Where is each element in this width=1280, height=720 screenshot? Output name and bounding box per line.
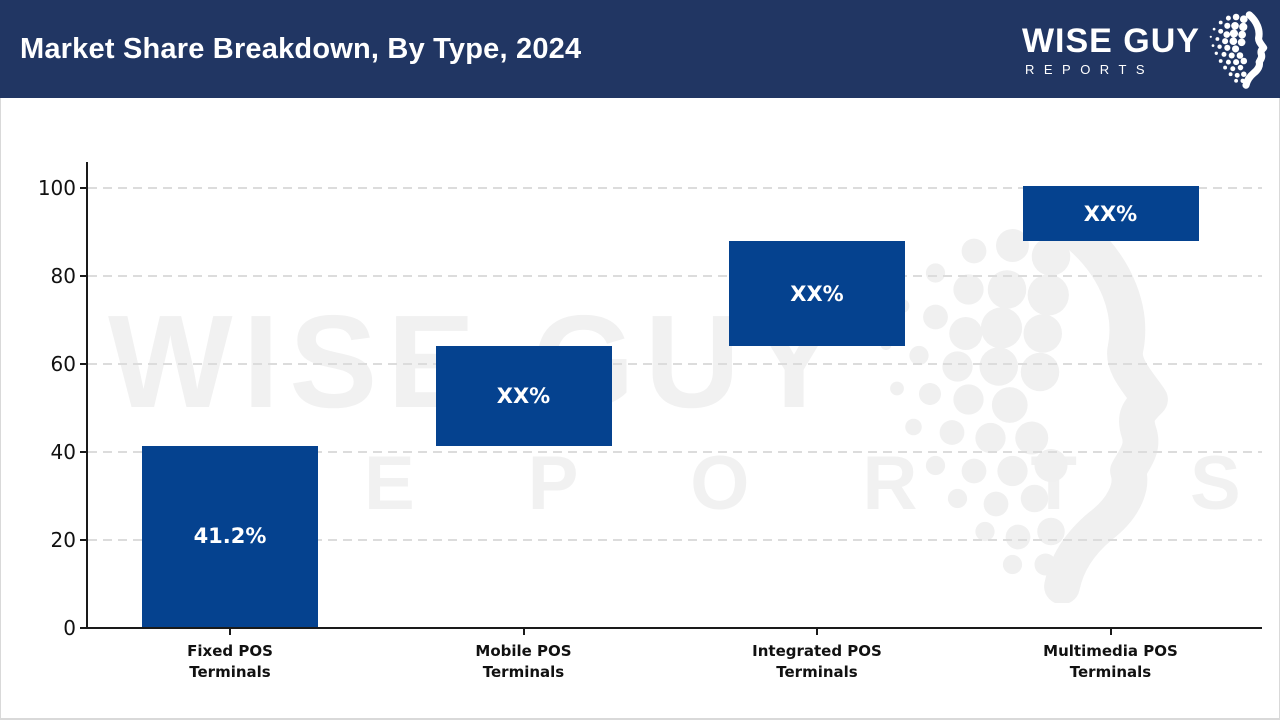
logo-subtitle: REPORTS [1024,61,1155,77]
y-tick-label-80: 80 [50,264,76,288]
gridline-80 [88,275,1262,277]
wise-guy-logo: WISE GUY REPORTS [1022,6,1268,94]
y-tick-100 [80,187,88,189]
bar-4: XX% [1022,186,1199,242]
y-tick-60 [80,363,88,365]
x-axis-label-4: Multimedia POS Terminals [1043,642,1178,681]
y-tick-label-40: 40 [50,440,76,464]
x-axis-line [86,627,1262,629]
gridline-100 [88,187,1262,189]
bar-value-label: XX% [1083,201,1138,226]
x-axis-label-1: Fixed POS Terminals [187,642,273,681]
logo-text: WISE GUY REPORTS [1022,24,1200,77]
gridline-60 [88,363,1262,365]
x-tick-2 [522,627,525,635]
y-tick-80 [80,275,88,277]
y-tick-label-100: 100 [37,176,76,200]
x-axis-label-2: Mobile POS Terminals [475,642,572,681]
x-tick-1 [229,627,231,635]
bottom-edge-border [0,718,1280,720]
x-tick-3 [816,627,818,635]
bar-3: XX% [729,241,905,347]
y-tick-20 [80,539,88,541]
x-tick-4 [1109,627,1112,635]
bar-2: XX% [435,346,612,446]
dotted-head-icon [1202,10,1268,90]
header-bar: Market Share Breakdown, By Type, 2024 WI… [0,0,1280,98]
gridline-20 [88,539,1262,541]
bar-value-label: XX% [790,281,844,306]
bar-1: 41.2% [142,445,318,627]
y-tick-0 [80,627,88,629]
y-axis-line [86,162,88,629]
watermark-head-icon [842,216,1172,605]
left-edge-border [0,98,1,720]
y-tick-label-20: 20 [50,528,76,552]
chart-plot-area: WISE GUY R E P O R T S 0 20 40 60 80 100 41.2%… [0,98,1280,720]
page-title: Market Share Breakdown, By Type, 2024 [20,32,582,65]
x-axis-label-3: Integrated POS Terminals [752,642,882,681]
gridline-40 [88,451,1262,453]
bar-value-label: 41.2% [193,524,267,549]
y-tick-label-0: 0 [63,616,76,640]
bar-value-label: XX% [496,383,551,408]
watermark-text: R E P O R T S [196,441,1280,526]
y-tick-label-60: 60 [50,352,76,376]
logo-name: WISE GUY [1021,21,1200,60]
y-tick-40 [80,451,88,453]
